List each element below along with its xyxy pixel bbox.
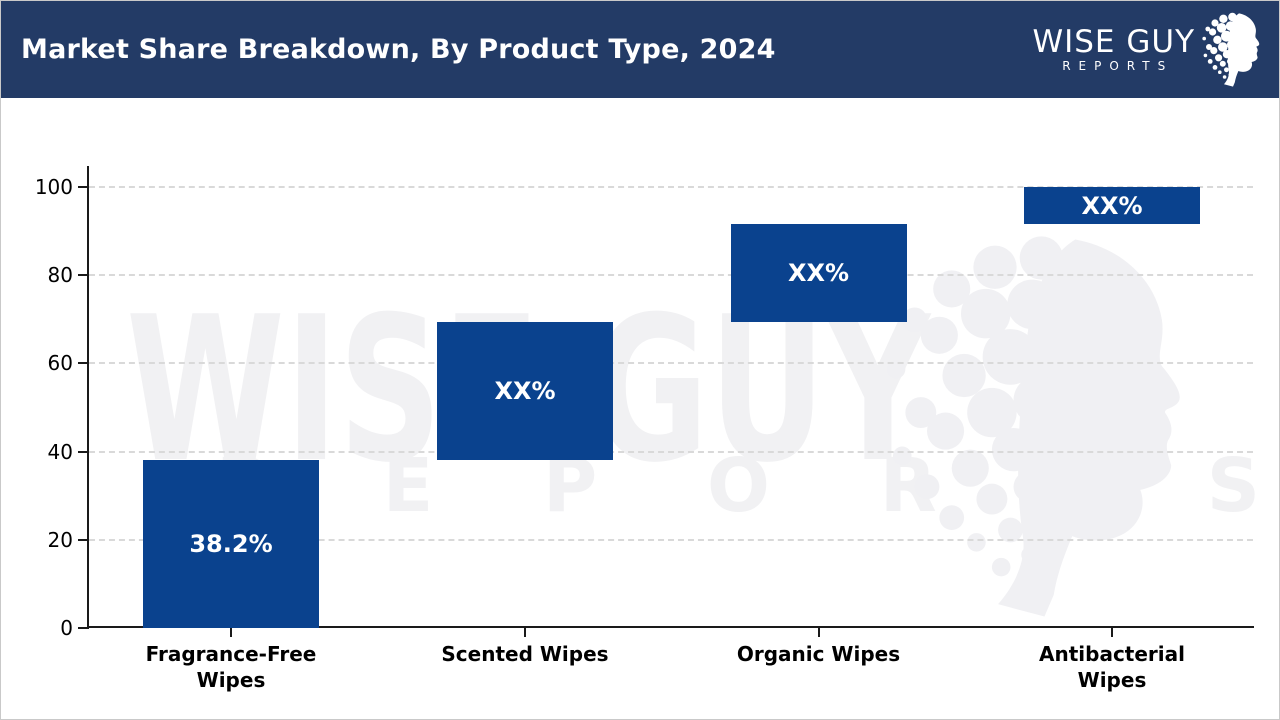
y-tick-label-0: 0: [60, 616, 73, 640]
gridline-80: [89, 274, 1253, 277]
y-tick-mark-60: [78, 362, 87, 365]
logo-subtitle: REPORTS: [1062, 59, 1174, 74]
logo-text: WISE GUY REPORTS: [1032, 26, 1195, 74]
logo-face-icon: [1197, 9, 1263, 91]
x-axis-line: [87, 626, 1254, 628]
chart-title: Market Share Breakdown, By Product Type,…: [21, 34, 776, 65]
gridline-40: [89, 450, 1253, 453]
y-tick-mark-0: [78, 627, 87, 629]
bar-scented-wipes: XX%: [437, 321, 613, 460]
bar-antibacterial-wipes: XX%: [1024, 187, 1200, 225]
bar-value-label-antibacterial-wipes: XX%: [1081, 191, 1143, 220]
x-category-label-antibacterial-wipes: Antibacterial Wipes: [1039, 642, 1185, 692]
logo: WISE GUY REPORTS: [1032, 9, 1263, 91]
logo-wordmark: WISE GUY: [1032, 23, 1195, 60]
y-tick-mark-100: [78, 186, 87, 188]
x-category-label-organic-wipes: Organic Wipes: [736, 642, 901, 666]
y-tick-label-40: 40: [47, 439, 73, 464]
gridline-100: [89, 186, 1253, 188]
bar-value-label-scented-wipes: XX%: [494, 376, 556, 405]
gridline-60: [89, 362, 1253, 365]
x-tick-mark-scented-wipes: [524, 628, 526, 637]
x-tick-mark-fragrance-free-wipes: [230, 628, 232, 637]
header-bar: Market Share Breakdown, By Product Type,…: [1, 1, 1279, 98]
bar-value-label-fragrance-free-wipes: 38.2%: [189, 529, 273, 558]
y-tick-label-20: 20: [47, 527, 73, 552]
y-tick-mark-20: [78, 538, 87, 541]
x-tick-mark-antibacterial-wipes: [1111, 628, 1113, 637]
x-category-label-scented-wipes: Scented Wipes: [441, 642, 609, 666]
x-category-label-fragrance-free-wipes: Fragrance-Free Wipes: [145, 642, 317, 692]
x-tick-mark-organic-wipes: [817, 628, 820, 637]
bar-value-label-organic-wipes: XX%: [787, 259, 850, 288]
y-tick-mark-40: [78, 450, 87, 453]
gridline-20: [89, 538, 1253, 541]
bar-fragrance-free-wipes: 38.2%: [143, 459, 319, 628]
y-tick-label-80: 80: [47, 263, 73, 288]
y-tick-label-100: 100: [34, 175, 73, 199]
y-tick-label-60: 60: [47, 351, 73, 376]
bar-organic-wipes: XX%: [730, 224, 907, 322]
y-tick-mark-80: [78, 274, 87, 277]
y-axis-line: [87, 166, 89, 629]
